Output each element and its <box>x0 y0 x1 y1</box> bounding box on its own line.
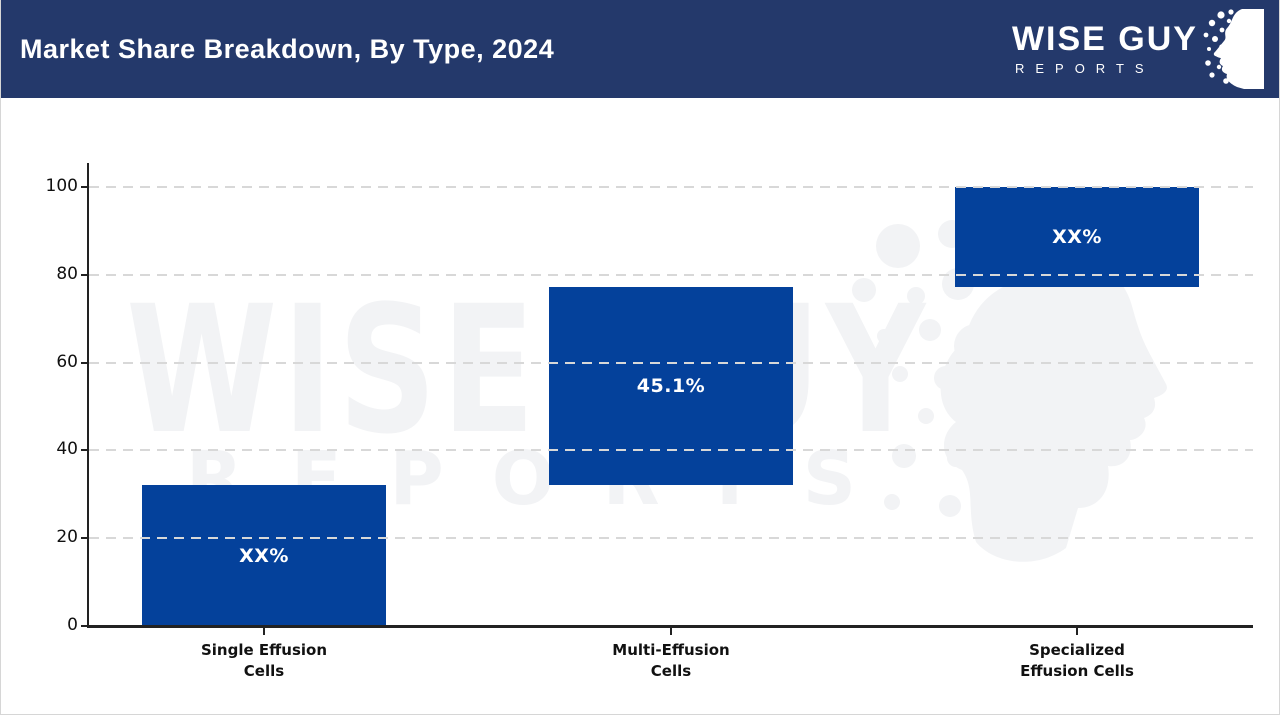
x-tick-multi-effusion-cells <box>670 628 672 635</box>
y-tick-label-100: 100 <box>45 176 78 196</box>
bar-single-effusion-cells: XX% <box>142 485 386 626</box>
y-tick-100 <box>81 186 87 188</box>
logo-wordmark: WISE GUY <box>1011 20 1198 58</box>
y-tick-label-80: 80 <box>56 263 78 284</box>
category-label-multi-effusion-cells: Multi-Effusion Cells <box>531 640 811 682</box>
chart-plot-area: WISE GUY REPORTS <box>0 98 1280 720</box>
y-tick-40 <box>81 449 87 452</box>
header-bar: Market Share Breakdown, By Type, 2024 WI… <box>0 0 1280 98</box>
y-axis-line <box>87 163 89 628</box>
gridline-y-100 <box>89 186 1253 188</box>
y-tick-80 <box>81 273 87 276</box>
gridline-y-40 <box>89 449 1253 452</box>
y-tick-label-0: 0 <box>67 615 78 635</box>
y-tick-label-20: 20 <box>56 527 78 548</box>
y-tick-label-60: 60 <box>56 351 78 372</box>
x-axis-line <box>87 625 1253 628</box>
bar-value-label: 45.1% <box>636 375 706 398</box>
gridline-y-60 <box>89 361 1253 364</box>
bar-value-label: XX% <box>1052 226 1102 249</box>
page-title: Market Share Breakdown, By Type, 2024 <box>20 33 555 64</box>
category-label-line: Cells <box>243 662 285 680</box>
bar-specialized-effusion-cells: XX% <box>955 187 1199 288</box>
gridline-y-20 <box>89 537 1253 540</box>
gridline-y-80 <box>89 273 1253 276</box>
category-label-line: Multi-Effusion <box>612 641 730 659</box>
bar-value-label: XX% <box>239 544 289 567</box>
y-tick-label-40: 40 <box>56 439 78 460</box>
category-label-line: Effusion Cells <box>1020 662 1134 680</box>
x-tick-single-effusion-cells <box>263 628 265 635</box>
y-tick-20 <box>81 537 87 540</box>
y-tick-0 <box>81 625 87 627</box>
logo-text: WISE GUY REPORTS <box>1012 22 1198 76</box>
category-label-line: Single Effusion <box>200 641 328 659</box>
watermark-wordmark: WISE GUY <box>126 268 930 473</box>
category-label-single-effusion-cells: Single Effusion Cells <box>124 640 404 682</box>
bar-multi-effusion-cells: 45.1% <box>549 287 793 486</box>
x-tick-specialized-effusion-cells <box>1076 628 1078 635</box>
logo-subtitle: REPORTS <box>1014 61 1155 76</box>
y-tick-60 <box>81 361 87 364</box>
category-label-line: Specialized <box>1029 641 1125 659</box>
wise-guy-reports-logo: WISE GUY REPORTS <box>1012 9 1264 89</box>
category-label-specialized-effusion-cells: Specialized Effusion Cells <box>937 640 1217 682</box>
logo-face-icon <box>1203 9 1264 89</box>
category-label-line: Cells <box>650 662 692 680</box>
